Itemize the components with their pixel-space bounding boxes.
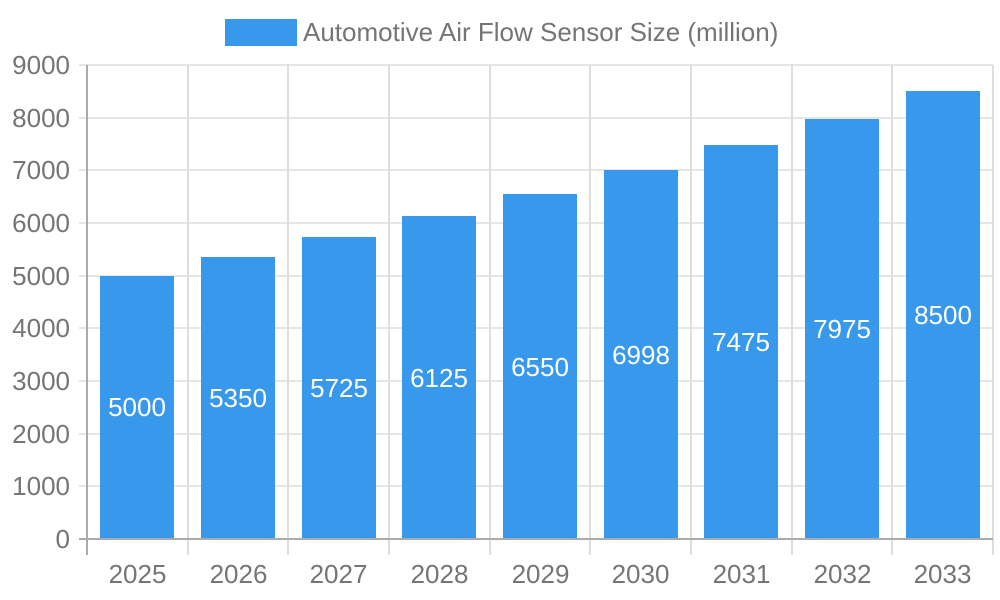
x-axis-tick-label: 2032: [813, 559, 872, 589]
y-axis-tick-label: 8000: [12, 102, 70, 133]
x-axis-tick-label: 2029: [511, 559, 570, 589]
y-axis-tick-label: 6000: [12, 208, 70, 238]
y-axis-tick-label: 3000: [12, 366, 70, 396]
y-axis-tick-label: 2000: [12, 418, 70, 449]
bar-value-label: 7975: [813, 314, 871, 344]
bar-2032: [805, 118, 879, 538]
x-axis-tick-label: 2027: [309, 559, 368, 589]
x-axis-tick-label: 2030: [611, 559, 670, 589]
y-axis-tick-label: 9000: [12, 50, 70, 80]
y-axis-tick-label: 4000: [12, 313, 70, 344]
gridline-vertical: [488, 65, 491, 555]
bar-value-label: 6125: [410, 363, 468, 393]
gridline-vertical: [690, 65, 692, 555]
gridline-horizontal: [79, 64, 993, 66]
bar-value-label: 5350: [209, 383, 267, 413]
x-axis-tick-label: 2031: [712, 559, 771, 589]
x-axis-tick-label: 2033: [913, 559, 972, 589]
bar-2028: [402, 216, 476, 538]
x-axis-tick-label: 2026: [209, 559, 268, 589]
y-axis-tick-label: 1000: [12, 471, 70, 502]
gridline-vertical: [287, 65, 290, 555]
legend-swatch: [225, 19, 297, 46]
gridline-vertical: [790, 65, 793, 555]
bar-2033: [906, 91, 980, 538]
bar-2026: [201, 257, 275, 538]
bar-value-label: 6550: [511, 352, 569, 382]
legend-label: Automotive Air Flow Sensor Size (million…: [303, 17, 779, 47]
gridline-vertical: [186, 65, 189, 555]
bar-2025: [100, 275, 174, 538]
x-axis-tick-label: 2028: [410, 559, 469, 589]
gridline-vertical: [992, 65, 994, 555]
chart-legend: Automotive Air Flow Sensor Size (million…: [225, 19, 778, 46]
y-axis-tick-label: 5000: [12, 260, 70, 291]
gridline-vertical: [589, 65, 592, 555]
gridline-horizontal: [79, 169, 993, 172]
bar-value-label: 5000: [108, 392, 166, 422]
y-axis-line: [86, 65, 88, 555]
bar-value-label: 8500: [914, 300, 972, 330]
gridline-horizontal: [79, 116, 993, 119]
bar-value-label: 7475: [712, 327, 770, 357]
x-axis-tick-label: 2025: [108, 559, 167, 589]
x-axis-line: [79, 538, 993, 540]
bar-value-label: 5725: [310, 373, 368, 403]
y-axis-tick-label: 7000: [12, 155, 70, 186]
bar-2029: [503, 194, 577, 538]
y-axis-tick-label: 0: [55, 524, 70, 554]
bar-value-label: 6998: [612, 340, 670, 370]
bar-2031: [704, 145, 778, 538]
gridline-vertical: [388, 65, 390, 555]
gridline-vertical: [891, 65, 894, 555]
bar-2027: [302, 237, 376, 538]
bar-2030: [604, 170, 678, 538]
